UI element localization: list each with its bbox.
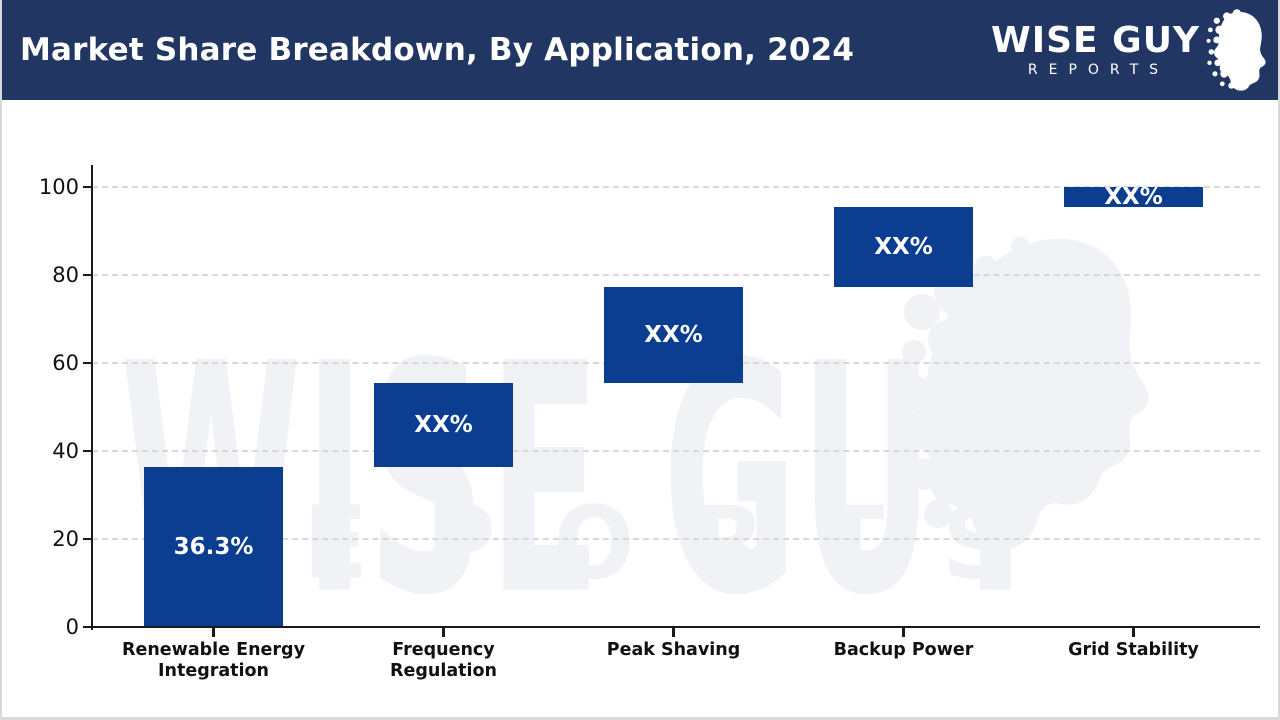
x-axis-tick: [212, 628, 215, 637]
watermark-subtitle: REPORTS: [172, 486, 1069, 602]
x-category-label-line: Backup Power: [833, 640, 974, 660]
x-category-label-line: Grid Stability: [1068, 640, 1199, 660]
x-axis-line: [86, 625, 1260, 629]
y-tick-label: 0: [65, 615, 79, 639]
x-category-label: Frequency Regulation: [328, 640, 560, 683]
bar-value-label: 36.3%: [173, 534, 254, 561]
y-axis-tick: [83, 361, 92, 365]
x-category-label-line: Integration: [157, 661, 269, 682]
bar-value-label: XX%: [1104, 183, 1163, 210]
bar-segment: 36.3%: [144, 467, 283, 627]
x-category-label: Backup Power: [788, 640, 1020, 661]
y-axis-tick: [83, 273, 92, 277]
x-axis-tick: [902, 628, 905, 637]
x-category-label: Grid Stability: [1018, 640, 1250, 661]
y-axis-tick: [83, 537, 92, 541]
x-axis-tick: [1132, 628, 1135, 637]
page-title: Market Share Breakdown, By Application, …: [20, 32, 855, 68]
bar-segment: XX%: [374, 382, 513, 468]
grid-line: [92, 538, 1260, 540]
grid-line: [92, 186, 1260, 188]
x-axis-tick: [442, 628, 445, 637]
bar-segment: XX%: [1064, 183, 1203, 210]
y-tick-label: 80: [52, 263, 79, 287]
x-axis-tick: [672, 628, 675, 637]
x-category-label: Renewable Energy Integration: [98, 640, 330, 683]
y-tick-label: 60: [52, 351, 79, 375]
wiseguy-head-icon: [1206, 9, 1266, 91]
x-category-label-line: Regulation: [390, 661, 497, 682]
x-category-label-line: Renewable Energy: [122, 640, 305, 660]
y-axis-tick: [83, 449, 92, 453]
watermark-head-icon: [890, 237, 1149, 562]
x-category-label-line: Frequency: [392, 640, 495, 660]
bar-segment: XX%: [834, 206, 973, 287]
grid-line: [92, 450, 1260, 452]
y-tick-label: 40: [52, 439, 79, 463]
y-axis-tick: [83, 185, 92, 189]
y-tick-label: 20: [52, 527, 79, 551]
grid-line: [92, 274, 1260, 276]
bar-value-label: XX%: [414, 412, 473, 439]
bar-segment: XX%: [604, 286, 743, 383]
chart-plot-area: 0 20 40 60 80 100 36.3% XX% XX% XX% XX% Renewable E…: [2, 100, 1278, 717]
y-axis-line: [90, 165, 94, 630]
header-bar: Market Share Breakdown, By Application, …: [2, 0, 1278, 100]
wiseguy-logo: WISE GUY REPORTS: [991, 7, 1268, 93]
bar-value-label: XX%: [644, 321, 703, 348]
bar-value-label: XX%: [874, 233, 933, 260]
x-category-label-line: Peak Shaving: [606, 640, 741, 660]
logo-subtitle: REPORTS: [1027, 62, 1170, 78]
y-tick-label: 100: [38, 175, 79, 199]
logo-wordmark: WISE GUY: [990, 20, 1200, 61]
x-category-label: Peak Shaving: [558, 640, 790, 661]
